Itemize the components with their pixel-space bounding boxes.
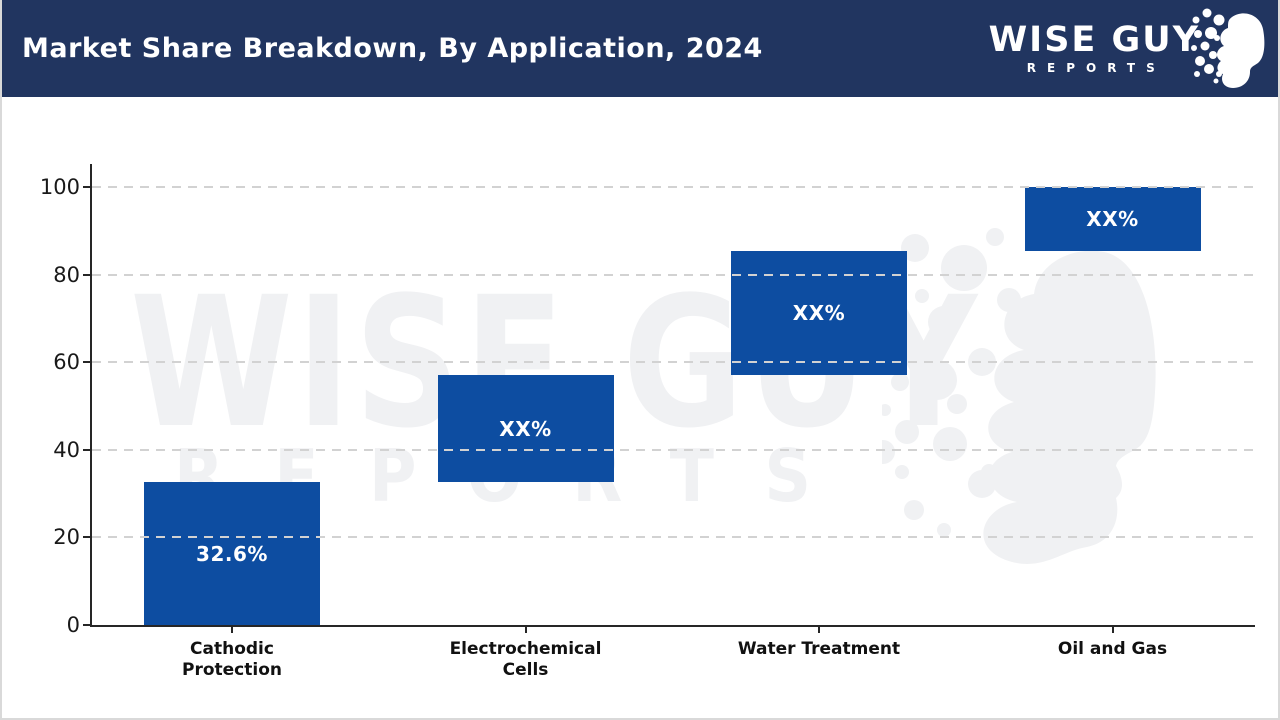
bar-value-label: 32.6% [196,541,268,566]
gridline [92,448,1255,451]
x-tick-mark [1111,627,1114,633]
bar-segment: XX% [437,375,614,483]
gridline [92,186,1255,188]
logo-subtitle: REPORTS [1026,60,1166,75]
header-bar: Market Share Breakdown, By Application, … [2,0,1278,97]
logo-face-icon [1191,8,1265,88]
y-tick-label: 100 [39,175,80,199]
x-tick-mark [818,627,820,633]
y-tick-label: 20 [53,525,80,550]
y-tick-mark [83,448,90,451]
y-tick-label: 80 [53,262,80,287]
bar-segment: 32.6% [144,482,320,625]
x-category-label: Water Treatment [737,639,901,659]
y-tick-mark [83,361,90,364]
y-tick-mark [83,624,90,626]
bar-value-label: XX% [499,416,552,441]
gridline [92,361,1255,364]
gridline [92,273,1255,276]
bar-segment: XX% [731,250,907,376]
x-tick-mark [524,627,527,633]
x-category-label: Electrochemical Cells [449,639,602,680]
y-tick-label: 0 [66,613,80,637]
wiseguy-logo: WISE GUY REPORTS [989,0,1272,97]
x-category-label: Oil and Gas [1057,639,1168,659]
y-tick-mark [83,536,90,539]
gridline [92,536,1255,539]
x-tick-mark [231,627,233,633]
y-tick-mark [83,186,90,188]
page-title: Market Share Breakdown, By Application, … [22,33,763,64]
x-axis-line [90,625,1255,627]
bar-value-label: XX% [792,300,846,325]
y-tick-label: 60 [53,350,80,375]
x-category-label: Cathodic Protection [182,639,282,680]
y-tick-label: 40 [53,437,80,462]
bar-segment: XX% [1024,187,1201,251]
logo-text: WISE GUY REPORTS [989,22,1200,76]
y-axis-line [90,164,92,627]
logo-wordmark: WISE GUY [988,19,1200,60]
y-tick-mark [83,273,90,276]
bar-value-label: XX% [1086,206,1139,231]
